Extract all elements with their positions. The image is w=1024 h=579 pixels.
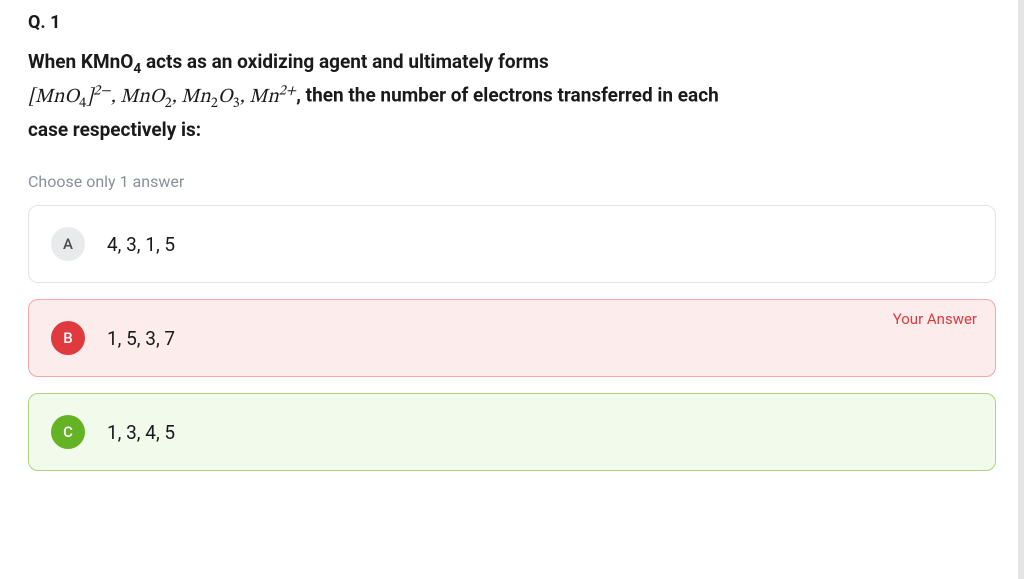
option-label: 1, 3, 4, 5 bbox=[107, 421, 175, 444]
options-list: A 4, 3, 1, 5 B 1, 5, 3, 7 Your Answer C 1, 3, … bbox=[28, 205, 996, 471]
option-a[interactable]: A 4, 3, 1, 5 bbox=[28, 205, 996, 283]
question-formula: [MnO4]2−, MnO2, Mn2O3, Mn2+ bbox=[28, 87, 296, 107]
right-gutter-white bbox=[1010, 0, 1018, 579]
question-number: Q. 1 bbox=[28, 12, 996, 33]
instruction-text: Choose only 1 answer bbox=[28, 172, 996, 191]
right-scroll-track bbox=[1018, 0, 1024, 579]
option-badge: A bbox=[51, 227, 85, 261]
your-answer-tag: Your Answer bbox=[893, 310, 977, 328]
question-line1-suffix: acts as an oxidizing agent and ultimatel… bbox=[141, 50, 549, 73]
question-line3: case respectively is: bbox=[28, 118, 201, 141]
option-label: 4, 3, 1, 5 bbox=[107, 233, 175, 256]
option-b[interactable]: B 1, 5, 3, 7 Your Answer bbox=[28, 299, 996, 377]
question-line2-suffix: , then the number of electrons transferr… bbox=[296, 84, 718, 107]
option-badge: C bbox=[51, 415, 85, 449]
question-line1-prefix: When KMnO bbox=[28, 50, 133, 73]
option-label: 1, 5, 3, 7 bbox=[107, 327, 175, 350]
option-c[interactable]: C 1, 3, 4, 5 bbox=[28, 393, 996, 471]
question-text: When KMnO4 acts as an oxidizing agent an… bbox=[28, 47, 996, 144]
option-badge: B bbox=[51, 321, 85, 355]
